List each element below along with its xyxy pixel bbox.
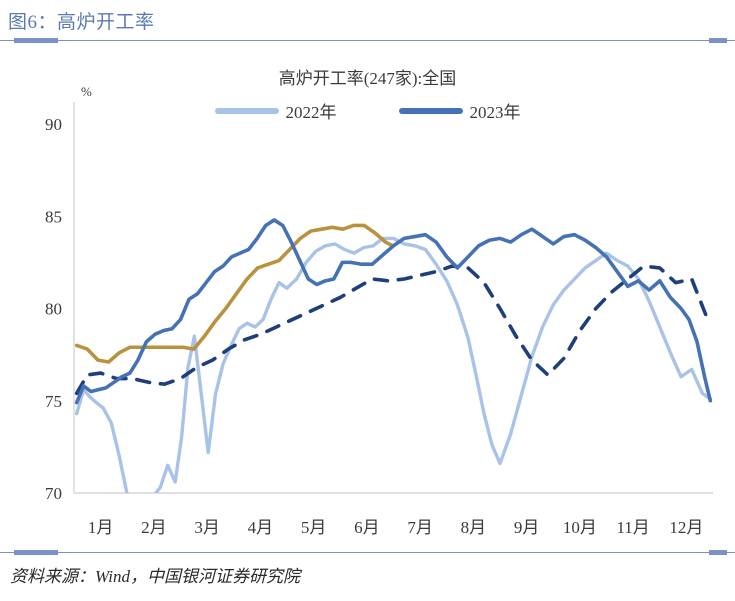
y-tick-label: 75 (45, 392, 62, 411)
x-tick-label: 3月 (194, 518, 220, 537)
series-line (74, 218, 713, 405)
x-tick-label: 6月 (354, 518, 380, 537)
x-tick-label: 1月 (88, 518, 114, 537)
divider-accent-right (709, 550, 727, 555)
x-tick-label: 8月 (461, 518, 487, 537)
divider-accent-right (709, 38, 727, 43)
series-group (74, 218, 713, 493)
legend-item-2022[interactable]: 2022年 (214, 98, 337, 123)
legend-label-2022: 2022年 (285, 103, 337, 122)
legend-item-2023[interactable]: 2023年 (398, 98, 521, 123)
footer-divider (0, 550, 735, 555)
x-tick-label: 7月 (407, 518, 433, 537)
chart-legend: 2022年 2023年 (0, 98, 735, 123)
legend-swatch-2023 (398, 107, 463, 114)
chart-title: 高炉开工率(247家):全国 (278, 69, 457, 88)
y-tick-label: 85 (45, 207, 62, 226)
x-tick-label: 2月 (141, 518, 167, 537)
divider-line (0, 551, 735, 554)
y-axis-tick-labels: 70 75 80 85 90 (45, 115, 62, 503)
divider-accent-left (14, 38, 58, 43)
legend-swatch-2022 (214, 107, 279, 114)
x-tick-label: 10月 (563, 518, 597, 537)
x-tick-label: 5月 (301, 518, 327, 537)
chart-container: 高炉开工率(247家):全国 2022年 2023年 70 75 80 85 90 1月… (0, 46, 735, 546)
axis-group (73, 102, 713, 494)
y-axis-unit-label: % (81, 84, 92, 99)
x-tick-label: 9月 (514, 518, 540, 537)
divider-accent-left (14, 550, 58, 555)
figure-header: 图6：高炉开工率 (0, 0, 735, 40)
header-divider (0, 38, 735, 43)
unit-label: % (81, 84, 92, 99)
source-note: 资料来源：Wind，中国银河证券研究院 (10, 567, 300, 586)
x-axis-tick-labels: 1月 2月 3月 4月 5月 6月 7月 8月 9月 10月 11月 12月 (88, 518, 704, 537)
legend-label-2023: 2023年 (469, 103, 521, 122)
divider-line (0, 39, 735, 42)
y-tick-label: 90 (45, 115, 62, 134)
plot-area: 70 75 80 85 90 1月 2月 3月 4月 5月 6月 7月 8月 9月 10月 11月 12月 % (0, 46, 735, 546)
series-line (74, 264, 710, 396)
y-tick-label: 70 (45, 484, 62, 503)
series-line (74, 236, 713, 493)
x-tick-label: 11月 (616, 518, 649, 537)
series-line (74, 223, 395, 364)
chart-svg: 70 75 80 85 90 1月 2月 3月 4月 5月 6月 7月 8月 9月 10月 11月 12月 % (45, 84, 713, 537)
x-tick-label: 4月 (248, 518, 274, 537)
x-tick-label: 12月 (669, 518, 703, 537)
page-title: 图6：高炉开工率 (8, 11, 155, 33)
y-tick-label: 80 (45, 300, 62, 319)
